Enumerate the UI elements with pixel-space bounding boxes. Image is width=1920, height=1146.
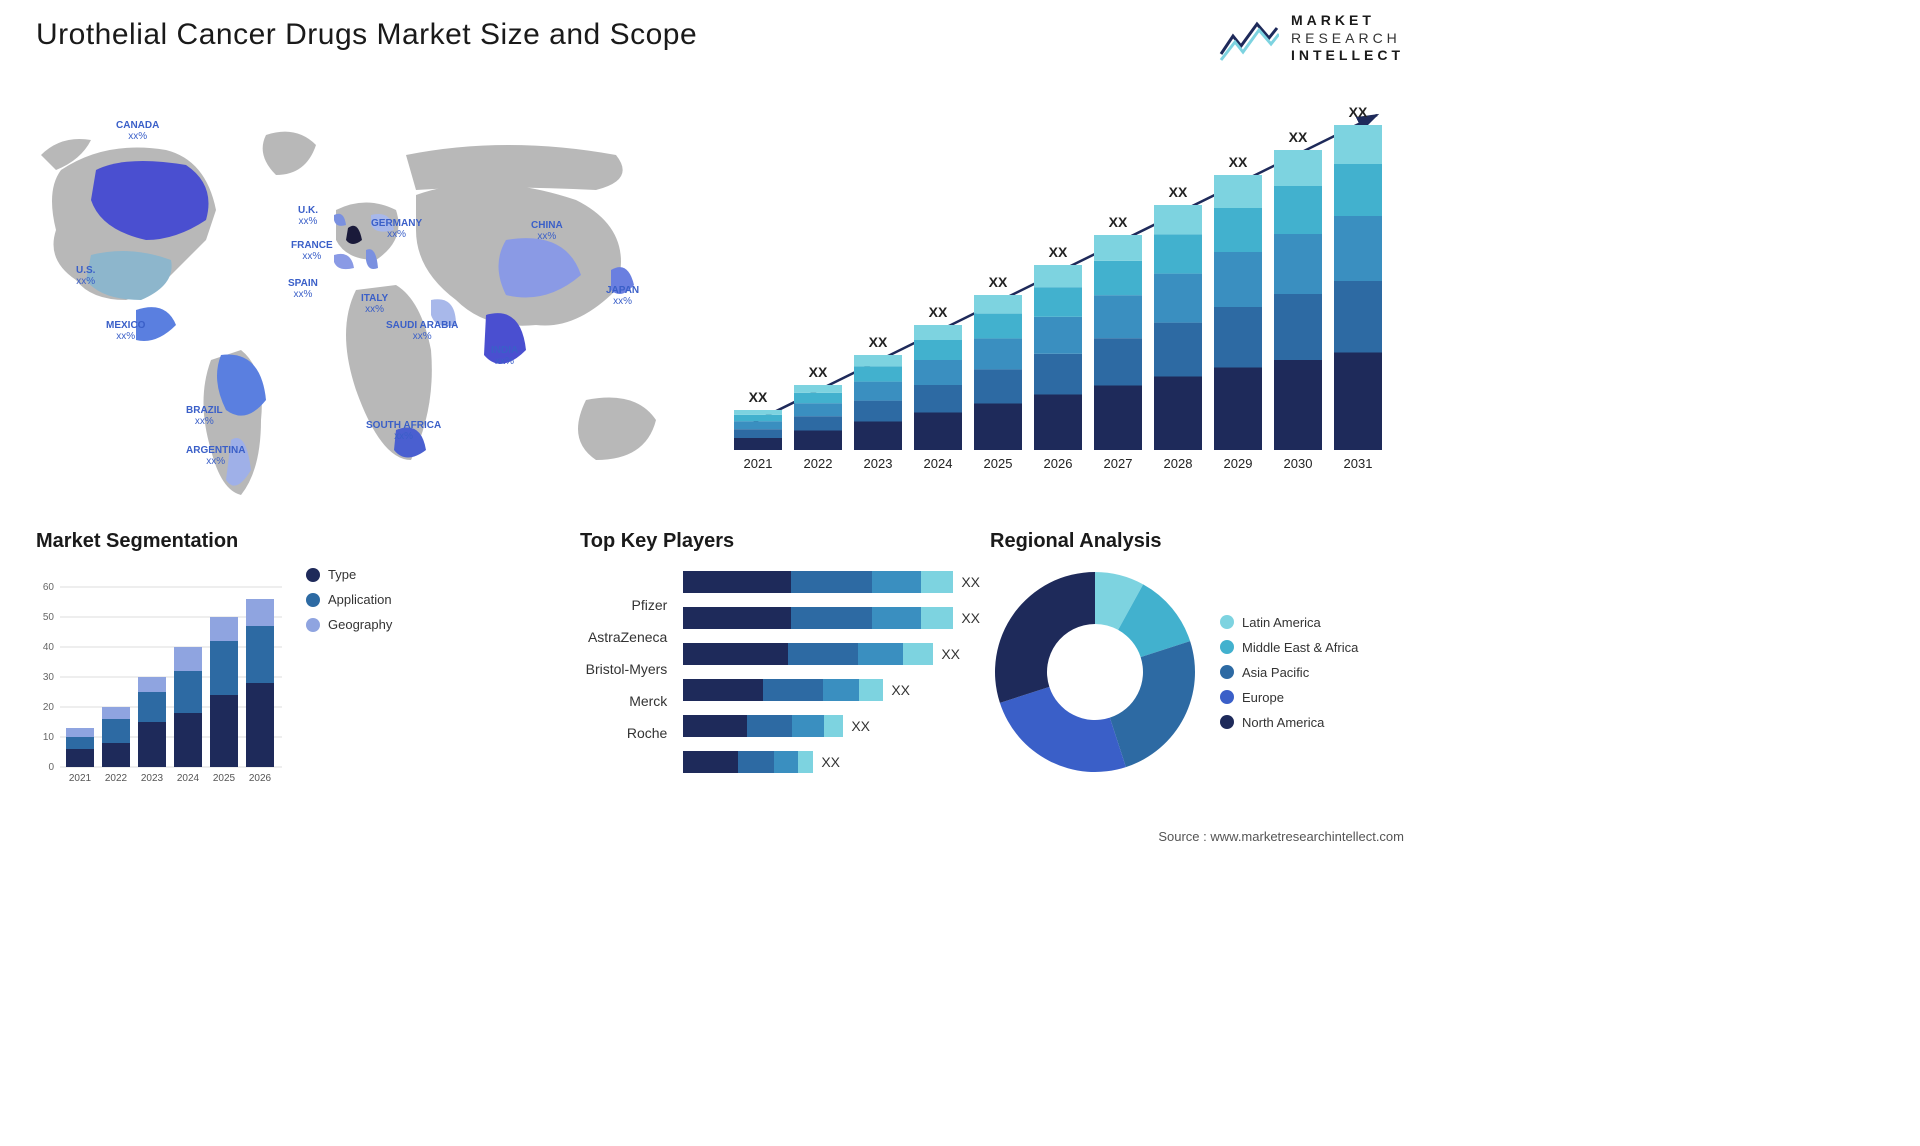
seg-legend-application: Application bbox=[306, 592, 392, 607]
svg-text:XX: XX bbox=[1349, 104, 1368, 120]
svg-text:10: 10 bbox=[43, 732, 55, 743]
svg-text:2023: 2023 bbox=[864, 456, 893, 471]
svg-text:XX: XX bbox=[1229, 154, 1248, 170]
map-label-spain: SPAINxx% bbox=[288, 278, 318, 300]
player-row-bristol-myers: XX bbox=[683, 679, 980, 701]
map-label-france: FRANCExx% bbox=[291, 240, 333, 262]
player-row-pfizer: XX bbox=[683, 607, 980, 629]
regional-legend: Latin America Middle East & Africa Asia Pa… bbox=[1220, 615, 1358, 730]
player-label-pfizer: Pfizer bbox=[580, 597, 667, 613]
svg-text:2024: 2024 bbox=[177, 773, 200, 784]
svg-text:2029: 2029 bbox=[1224, 456, 1253, 471]
svg-text:XX: XX bbox=[1169, 184, 1188, 200]
seg-legend-geography: Geography bbox=[306, 617, 392, 632]
svg-text:XX: XX bbox=[809, 364, 828, 380]
map-label-japan: JAPANxx% bbox=[606, 285, 639, 307]
svg-text:XX: XX bbox=[1109, 214, 1128, 230]
map-label-germany: GERMANYxx% bbox=[371, 218, 422, 240]
logo-line1: MARKET bbox=[1291, 12, 1404, 30]
svg-text:2023: 2023 bbox=[141, 773, 164, 784]
map-label-italy: ITALYxx% bbox=[361, 293, 388, 315]
source-note: Source : www.marketresearchintellect.com bbox=[1158, 829, 1404, 844]
player-label-astrazeneca: AstraZeneca bbox=[580, 629, 667, 645]
player-row-top: XX bbox=[683, 571, 980, 593]
svg-text:2025: 2025 bbox=[213, 773, 236, 784]
map-label-china: CHINAxx% bbox=[531, 220, 563, 242]
svg-text:2030: 2030 bbox=[1284, 456, 1313, 471]
regional-title: Regional Analysis bbox=[990, 530, 1410, 553]
segmentation-chart: 0 10 20 30 40 50 60 2021 2022 2023 2024 2025 2026 bbox=[36, 567, 286, 787]
players-bars: XX XX XX XX XX XX bbox=[683, 567, 980, 773]
map-label-u-k-: U.K.xx% bbox=[298, 205, 318, 227]
svg-text:2031: 2031 bbox=[1344, 456, 1373, 471]
region-legend-middle-east-africa: Middle East & Africa bbox=[1220, 640, 1358, 655]
svg-text:2022: 2022 bbox=[105, 773, 128, 784]
map-label-u-s-: U.S.xx% bbox=[76, 265, 95, 287]
brand-logo: MARKET RESEARCH INTELLECT bbox=[1219, 12, 1404, 65]
svg-text:XX: XX bbox=[749, 389, 768, 405]
svg-text:2021: 2021 bbox=[744, 456, 773, 471]
map-label-saudi-arabia: SAUDI ARABIAxx% bbox=[386, 320, 458, 342]
map-label-brazil: BRAZILxx% bbox=[186, 405, 223, 427]
page-title: Urothelial Cancer Drugs Market Size and … bbox=[36, 18, 697, 52]
svg-text:XX: XX bbox=[869, 334, 888, 350]
logo-text: MARKET RESEARCH INTELLECT bbox=[1291, 12, 1404, 65]
seg-legend-type: Type bbox=[306, 567, 392, 582]
svg-text:2025: 2025 bbox=[984, 456, 1013, 471]
svg-text:0: 0 bbox=[48, 762, 54, 773]
main-forecast-chart: XX 2021 XX 2022 XX 2023 XX 2024 XX 2025 XX 2026 XX 20… bbox=[724, 100, 1404, 480]
player-row-merck: XX bbox=[683, 715, 980, 737]
map-svg bbox=[36, 100, 676, 500]
map-label-argentina: ARGENTINAxx% bbox=[186, 445, 245, 467]
regional-donut bbox=[990, 567, 1200, 777]
main-chart-svg: XX 2021 XX 2022 XX 2023 XX 2024 XX 2025 XX 2026 XX 20… bbox=[724, 100, 1404, 480]
svg-text:50: 50 bbox=[43, 612, 55, 623]
svg-text:60: 60 bbox=[43, 582, 55, 593]
logo-line3: INTELLECT bbox=[1291, 47, 1404, 65]
svg-text:XX: XX bbox=[1049, 244, 1068, 260]
map-label-canada: CANADAxx% bbox=[116, 120, 159, 142]
logo-line2: RESEARCH bbox=[1291, 30, 1404, 48]
segmentation-title: Market Segmentation bbox=[36, 530, 456, 553]
region-legend-asia-pacific: Asia Pacific bbox=[1220, 665, 1358, 680]
svg-text:2026: 2026 bbox=[1044, 456, 1073, 471]
map-label-india: INDIAxx% bbox=[491, 345, 518, 367]
svg-text:XX: XX bbox=[1289, 129, 1308, 145]
region-legend-europe: Europe bbox=[1220, 690, 1358, 705]
map-label-mexico: MEXICOxx% bbox=[106, 320, 145, 342]
players-labels: Pfizer AstraZeneca Bristol-Myers Merck Roche bbox=[580, 567, 667, 773]
svg-text:2027: 2027 bbox=[1104, 456, 1133, 471]
region-legend-north-america: North America bbox=[1220, 715, 1358, 730]
segmentation-legend: Type Application Geography bbox=[306, 567, 392, 787]
region-legend-latin-america: Latin America bbox=[1220, 615, 1358, 630]
player-label-bristol-myers: Bristol-Myers bbox=[580, 661, 667, 677]
svg-text:20: 20 bbox=[43, 702, 55, 713]
svg-text:2021: 2021 bbox=[69, 773, 92, 784]
svg-text:2024: 2024 bbox=[924, 456, 953, 471]
player-label-merck: Merck bbox=[580, 693, 667, 709]
svg-text:2022: 2022 bbox=[804, 456, 833, 471]
regional-panel: Regional Analysis Latin America Middle Ea… bbox=[990, 530, 1410, 777]
players-title: Top Key Players bbox=[580, 530, 980, 553]
svg-text:XX: XX bbox=[929, 304, 948, 320]
players-panel: Top Key Players Pfizer AstraZeneca Bristol… bbox=[580, 530, 980, 773]
svg-text:XX: XX bbox=[989, 274, 1008, 290]
map-label-south-africa: SOUTH AFRICAxx% bbox=[366, 420, 441, 442]
svg-text:2028: 2028 bbox=[1164, 456, 1193, 471]
segmentation-panel: Market Segmentation 0 10 20 30 40 50 60 2021 202… bbox=[36, 530, 456, 787]
logo-mark-icon bbox=[1219, 14, 1279, 62]
svg-text:2026: 2026 bbox=[249, 773, 272, 784]
world-map: CANADAxx% U.S.xx% MEXICOxx% BRAZILxx% ARGENT… bbox=[36, 100, 676, 500]
player-row-astrazeneca: XX bbox=[683, 643, 980, 665]
player-label-roche: Roche bbox=[580, 725, 667, 741]
player-row-roche: XX bbox=[683, 751, 980, 773]
svg-text:30: 30 bbox=[43, 672, 55, 683]
svg-text:40: 40 bbox=[43, 642, 55, 653]
